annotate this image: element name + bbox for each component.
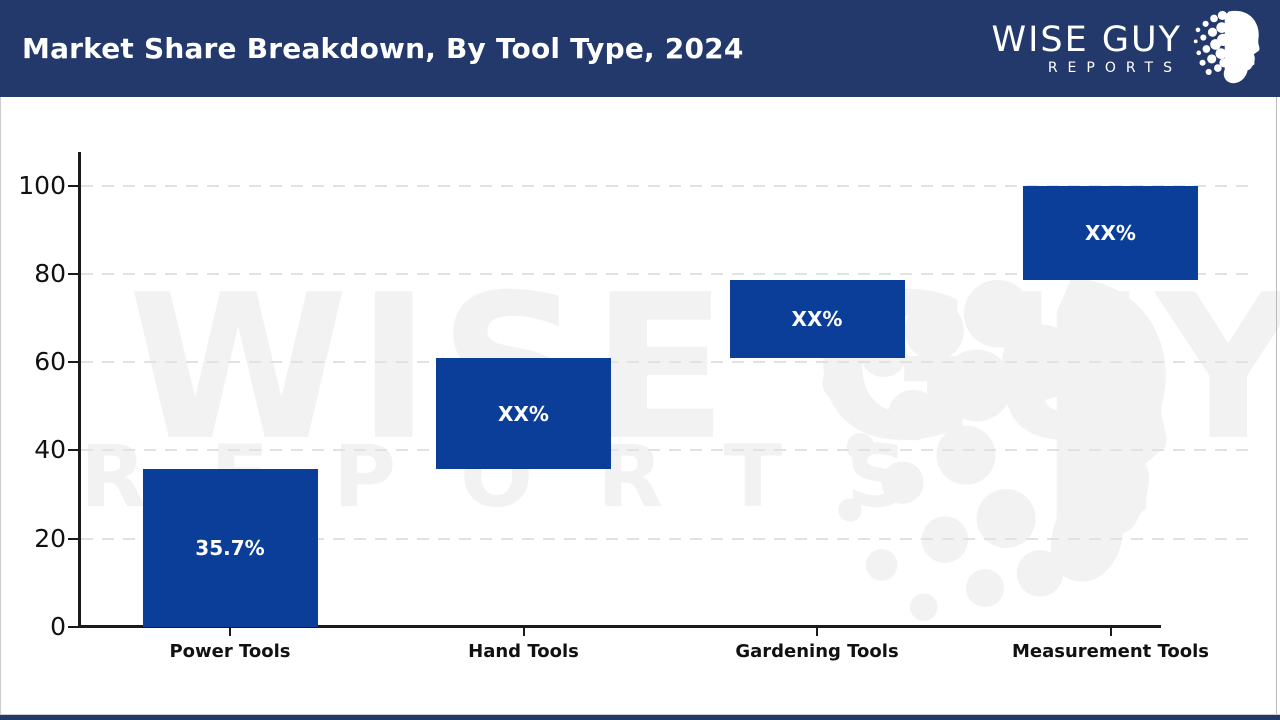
y-tick-80 bbox=[68, 272, 80, 275]
y-tick-20 bbox=[68, 537, 80, 540]
bar-value-label-hand-tools: XX% bbox=[498, 401, 549, 426]
x-tick-power-tools bbox=[229, 628, 231, 636]
logo-wordmark: WISE GUY REPORTS bbox=[991, 22, 1182, 76]
logo-wordmark-line2: REPORTS bbox=[1047, 59, 1182, 76]
logo-head-icon bbox=[1193, 10, 1260, 83]
bar-measurement-tools: XX% bbox=[1023, 185, 1198, 281]
bar-hand-tools: XX% bbox=[436, 357, 611, 470]
bar-value-label-power-tools: 35.7% bbox=[195, 536, 265, 561]
bar-gardening-tools: XX% bbox=[729, 280, 905, 358]
y-tick-60 bbox=[68, 361, 80, 364]
y-tick-label-20: 20 bbox=[34, 523, 66, 553]
header: Market Share Breakdown, By Tool Type, 20… bbox=[0, 0, 1280, 97]
logo: WISE GUY REPORTS bbox=[991, 7, 1280, 91]
gridline-40 bbox=[81, 449, 1254, 452]
right-border bbox=[1276, 97, 1277, 715]
x-category-label-gardening-tools: Gardening Tools bbox=[735, 641, 899, 662]
x-axis-line bbox=[78, 625, 1161, 628]
gridline-80 bbox=[81, 272, 1254, 275]
gridline-20 bbox=[81, 537, 1254, 540]
gridline-100 bbox=[81, 184, 1254, 187]
y-tick-label-60: 60 bbox=[34, 347, 66, 377]
y-tick-40 bbox=[68, 449, 80, 452]
y-tick-label-0: 0 bbox=[50, 612, 66, 641]
page-title: Market Share Breakdown, By Tool Type, 20… bbox=[22, 32, 744, 65]
x-category-label-hand-tools: Hand Tools bbox=[468, 641, 579, 662]
gridline-60 bbox=[81, 361, 1254, 364]
y-tick-0 bbox=[68, 626, 80, 628]
y-tick-label-40: 40 bbox=[34, 435, 66, 465]
chart-area: WISE GUY REPORTS 0 20 40 60 80 100 35.7% XX% XX… bbox=[0, 97, 1280, 714]
y-tick-100 bbox=[68, 184, 80, 187]
bar-power-tools: 35.7% bbox=[142, 469, 318, 627]
bar-value-label-gardening-tools: XX% bbox=[791, 307, 843, 332]
x-category-label-measurement-tools: Measurement Tools bbox=[1011, 641, 1210, 662]
footer-bar bbox=[0, 715, 1280, 720]
logo-wordmark-line1: WISE GUY bbox=[991, 19, 1182, 60]
bar-value-label-measurement-tools: XX% bbox=[1085, 220, 1136, 245]
y-axis-line bbox=[78, 152, 81, 627]
bottom-border bbox=[0, 714, 1280, 715]
x-tick-measurement-tools bbox=[1109, 628, 1112, 636]
x-category-label-power-tools: Power Tools bbox=[169, 641, 291, 662]
y-tick-label-100: 100 bbox=[18, 170, 66, 200]
x-tick-gardening-tools bbox=[816, 628, 818, 636]
x-tick-hand-tools bbox=[522, 628, 525, 636]
y-tick-label-80: 80 bbox=[34, 258, 66, 288]
left-border bbox=[0, 97, 1, 715]
